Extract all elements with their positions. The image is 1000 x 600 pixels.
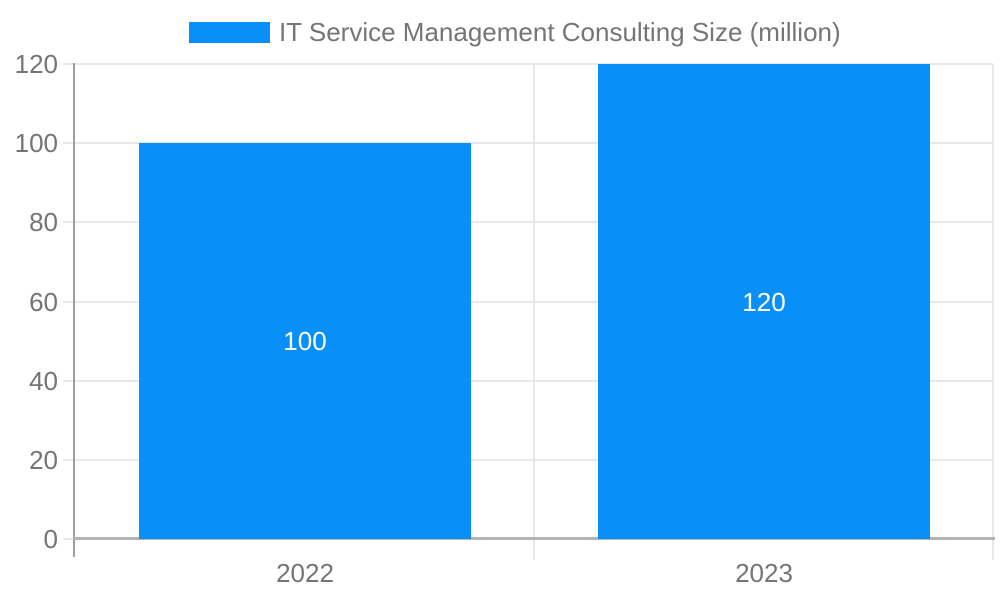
x-axis-tick-label: 2023 (735, 558, 793, 588)
x-axis-line (73, 537, 995, 540)
legend-label: IT Service Management Consulting Size (m… (279, 17, 841, 47)
gridline (533, 64, 535, 539)
bar (139, 143, 471, 539)
y-axis-tick-label: 20 (29, 445, 58, 475)
axis-tick (992, 539, 994, 560)
gridline (992, 64, 994, 539)
gridline (63, 301, 993, 303)
gridline (63, 459, 993, 461)
gridline (63, 380, 993, 382)
y-axis-tick-label: 120 (14, 49, 58, 79)
axis-tick (533, 539, 535, 560)
legend-swatch-icon (189, 22, 270, 43)
y-axis-tick-label: 100 (14, 128, 58, 158)
y-axis-line (73, 63, 75, 557)
x-axis-tick-label: 2022 (276, 558, 334, 588)
legend-item[interactable]: IT Service Management Consulting Size (m… (189, 17, 841, 47)
y-axis-tick-label: 60 (29, 287, 58, 317)
y-axis-tick-label: 80 (29, 207, 58, 237)
y-axis-tick-label: 0 (43, 524, 58, 554)
bar-value-label: 120 (742, 287, 786, 317)
gridline (63, 142, 993, 144)
bar (598, 64, 930, 539)
gridline (63, 221, 993, 223)
axis-tick (63, 538, 75, 540)
y-axis-tick-label: 40 (29, 366, 58, 396)
gridline (63, 63, 993, 65)
bar-value-label: 100 (283, 326, 327, 356)
